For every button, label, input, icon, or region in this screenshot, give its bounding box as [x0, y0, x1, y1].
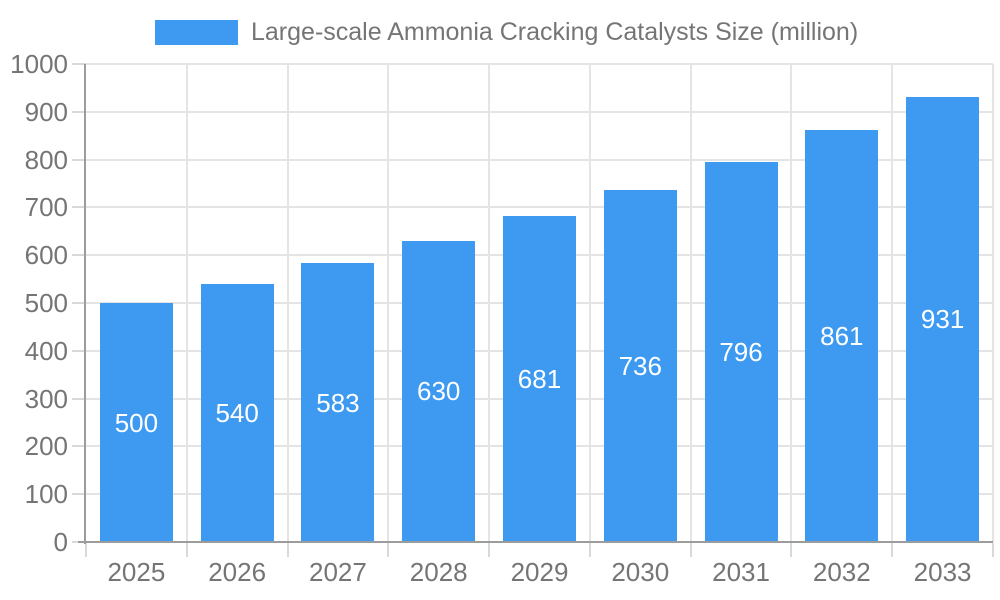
- x-tick: [992, 543, 994, 557]
- v-gridline: [387, 64, 390, 542]
- x-tick: [790, 543, 793, 557]
- bar: [200, 283, 274, 542]
- x-tick-label: 2025: [107, 557, 166, 587]
- bar: [301, 263, 375, 542]
- y-tick: [72, 397, 86, 400]
- y-tick-label: 100: [24, 479, 68, 510]
- y-tick: [72, 110, 86, 113]
- v-gridline: [891, 64, 894, 542]
- y-tick-label: 500: [24, 288, 68, 318]
- v-gridline: [790, 64, 793, 542]
- x-tick-label: 2026: [208, 557, 267, 587]
- h-gridline: [86, 63, 993, 65]
- y-tick-label: 900: [24, 96, 68, 127]
- y-tick-label: 0: [53, 527, 68, 557]
- bar-value-label: 540: [215, 397, 259, 428]
- y-tick: [72, 493, 86, 496]
- y-tick-label: 800: [24, 144, 68, 175]
- y-tick-label: 600: [24, 240, 68, 271]
- x-tick-label: 2027: [309, 557, 367, 587]
- y-tick: [72, 302, 86, 304]
- y-tick: [72, 158, 86, 161]
- bar: [805, 130, 879, 542]
- x-tick: [689, 543, 692, 557]
- bar: [704, 161, 778, 542]
- h-gridline: [86, 206, 993, 209]
- x-tick-label: 2029: [510, 557, 569, 587]
- x-tick: [387, 543, 390, 557]
- x-tick-label: 2032: [812, 557, 871, 587]
- bar-value-label: 500: [114, 407, 159, 438]
- y-tick-label: 700: [24, 192, 68, 223]
- bar-value-label: 583: [316, 387, 360, 418]
- bar-value-label: 861: [820, 321, 864, 352]
- x-tick: [286, 543, 289, 557]
- x-tick-label: 2030: [611, 557, 670, 587]
- legend-swatch: [155, 19, 238, 45]
- x-tick: [488, 543, 491, 557]
- y-tick-label: 200: [24, 431, 68, 462]
- v-gridline: [185, 64, 188, 542]
- y-axis-line: [84, 64, 86, 544]
- bar: [906, 96, 980, 542]
- v-gridline: [588, 64, 591, 542]
- chart-title: Large-scale Ammonia Cracking Catalysts S…: [251, 18, 859, 46]
- v-gridline: [286, 64, 289, 542]
- v-gridline: [689, 64, 692, 542]
- x-tick: [85, 543, 87, 557]
- x-tick: [185, 543, 188, 557]
- bar: [402, 240, 476, 542]
- h-gridline: [86, 110, 993, 113]
- y-tick-label: 400: [24, 335, 68, 366]
- y-tick: [72, 445, 86, 448]
- x-tick: [588, 543, 591, 557]
- bar: [603, 190, 677, 542]
- x-axis-line: [78, 541, 993, 543]
- bar-value-label: 681: [517, 364, 562, 395]
- x-tick: [891, 543, 894, 557]
- bar-value-label: 796: [719, 336, 763, 367]
- y-tick: [72, 63, 86, 65]
- y-tick: [72, 349, 86, 352]
- v-gridline: [488, 64, 491, 542]
- bar-value-label: 736: [618, 351, 662, 382]
- bar-value-label: 931: [920, 304, 965, 335]
- v-gridline: [992, 64, 994, 542]
- bar: [503, 216, 576, 542]
- h-gridline: [86, 158, 993, 161]
- y-tick-label: 300: [24, 383, 68, 414]
- bar: [99, 303, 173, 542]
- y-tick-label: 1000: [10, 49, 68, 79]
- x-tick-label: 2031: [712, 557, 770, 587]
- x-tick-label: 2028: [409, 557, 468, 587]
- y-tick: [72, 254, 86, 257]
- legend: Large-scale Ammonia Cracking Catalysts S…: [155, 19, 858, 45]
- x-tick-label: 2033: [913, 557, 972, 587]
- y-tick: [72, 206, 86, 209]
- bar-value-label: 630: [417, 376, 461, 407]
